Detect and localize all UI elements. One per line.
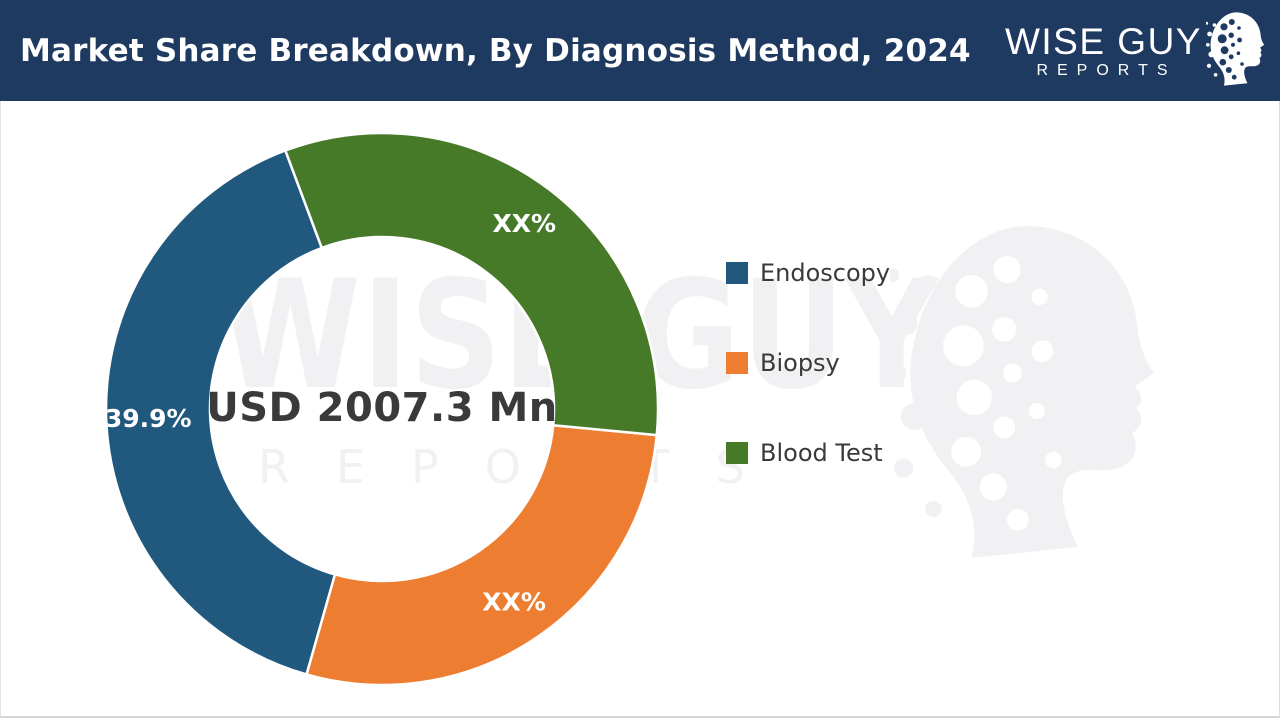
legend-label-blood-test: Blood Test <box>760 439 883 467</box>
donut-slice-blood-test <box>284 131 660 437</box>
brand-head-icon <box>1205 8 1266 94</box>
page-title: Market Share Breakdown, By Diagnosis Met… <box>20 32 971 69</box>
legend-item-blood-test: Blood Test <box>726 439 890 467</box>
legend-label-biopsy: Biopsy <box>760 349 840 377</box>
legend-label-endoscopy: Endoscopy <box>760 259 891 287</box>
brand-logo-text: WISE GUY REPORTS <box>1005 23 1202 79</box>
brand-name: WISE GUY <box>1004 20 1202 62</box>
legend-swatch-blood-test <box>726 442 748 464</box>
slice-label-blood-test: XX% <box>492 209 556 238</box>
brand-subtitle: REPORTS <box>1036 61 1177 79</box>
header-bar: Market Share Breakdown, By Diagnosis Met… <box>0 0 1280 101</box>
slice-label-endoscopy: 39.9% <box>105 404 192 433</box>
donut-slice-biopsy <box>305 424 659 687</box>
watermark-reports-text: REPORTS <box>258 440 791 494</box>
legend-swatch-biopsy <box>726 352 748 374</box>
slice-label-biopsy: XX% <box>482 588 546 617</box>
legend-item-endoscopy: Endoscopy <box>726 259 891 287</box>
donut-slice-endoscopy <box>104 149 337 676</box>
brand-logo: WISE GUY REPORTS <box>1005 8 1266 94</box>
donut-center-value: USD 2007.3 Mn <box>206 385 558 431</box>
chart-legend: Endoscopy Biopsy Blood Test <box>726 259 891 531</box>
legend-swatch-endoscopy <box>726 262 748 284</box>
legend-item-biopsy: Biopsy <box>726 349 890 377</box>
watermark-head-icon <box>885 215 1162 573</box>
